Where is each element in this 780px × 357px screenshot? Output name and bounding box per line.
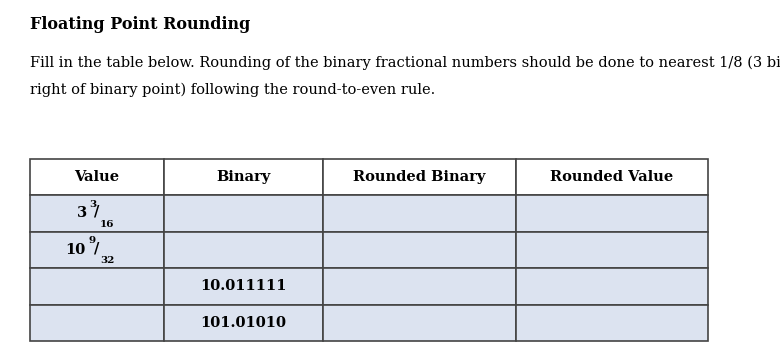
Text: Rounded Value: Rounded Value (550, 170, 673, 184)
Text: Floating Point Rounding: Floating Point Rounding (30, 16, 250, 33)
Text: 3: 3 (89, 200, 96, 209)
Text: /: / (94, 241, 100, 255)
Text: Fill in the table below. Rounding of the binary fractional numbers should be don: Fill in the table below. Rounding of the… (30, 55, 780, 70)
Text: Binary: Binary (217, 170, 271, 184)
Text: 10.011111: 10.011111 (200, 279, 287, 293)
Text: 16: 16 (100, 220, 115, 229)
Text: 32: 32 (100, 256, 114, 265)
Text: 101.01010: 101.01010 (200, 316, 286, 330)
Text: 10: 10 (66, 243, 86, 257)
Text: right of binary point) following the round-to-even rule.: right of binary point) following the rou… (30, 82, 435, 96)
Text: 3: 3 (77, 206, 87, 221)
Text: Rounded Binary: Rounded Binary (353, 170, 486, 184)
Text: 9: 9 (89, 236, 96, 246)
Text: Value: Value (74, 170, 119, 184)
Text: /: / (94, 205, 100, 219)
